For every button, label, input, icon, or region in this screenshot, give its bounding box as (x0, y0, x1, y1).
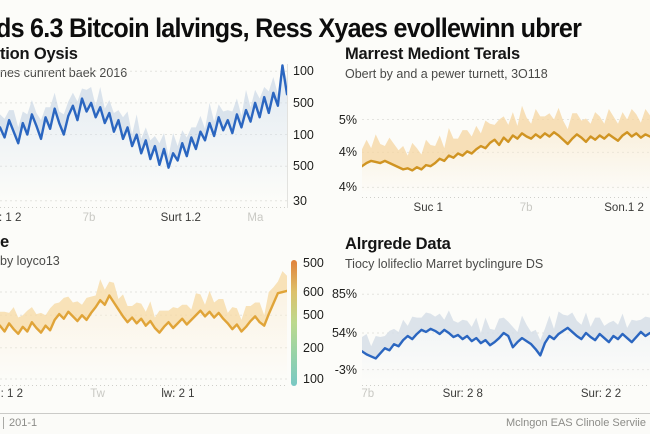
x-tick-label: Ma (247, 212, 264, 224)
x-tick-label: Sur: 2 2 (580, 388, 622, 400)
y-tick-label: 500 (303, 256, 324, 271)
panel-top-left: tion Oysis nes cunrent baek 2016 100 500 1… (0, 40, 330, 232)
x-tick-label: Sur: 2 8 (442, 388, 483, 400)
y-tick-label: 4% (338, 145, 357, 160)
y-axis-labels: 5% 4% 4% (330, 92, 357, 198)
x-tick-label: 7b (361, 388, 375, 400)
y-tick-label: 500 (303, 308, 324, 323)
x-axis-labels: t: 1 2 7b Surt 1.2 Ma (0, 212, 287, 226)
x-tick-label: Son.1 2 (604, 202, 644, 214)
chart-subtitle: Tiocy lolifeclio Marret byclingure DS (345, 257, 544, 271)
panel-top-right: Marrest Mediont Terals Obert by and a pe… (330, 40, 650, 232)
y-tick-label: 500 (293, 95, 314, 110)
y-tick-label: 100 (293, 64, 314, 79)
y-tick-label: -3% (334, 362, 357, 377)
y-tick-label: 30 (293, 193, 307, 208)
x-tick-label: Suc 1 (413, 202, 443, 214)
panel-bottom-left: e by loyco13 500 600 500 200 100 u: 1 2 Tw lw:… (0, 232, 330, 413)
y-axis-labels: 85% 54% -3% (330, 284, 357, 386)
chart-title: Marrest Mediont Terals (345, 45, 521, 63)
footer-year: 201-1 (3, 417, 37, 429)
color-scale-bar (291, 260, 297, 386)
x-tick-label: Surt 1.2 (160, 212, 201, 224)
y-tick-label: 200 (303, 340, 324, 355)
chart-subtitle: Obert by and a pewer turnett, 3O118 (345, 67, 548, 81)
footer: 201-1 Mclngon EAS Clinole Serviie (0, 413, 650, 434)
y-tick-label: 100 (303, 372, 324, 387)
chart-title: tion Oysis (0, 45, 78, 63)
y-tick-label: 500 (293, 159, 314, 174)
y-tick-label: 4% (338, 180, 357, 195)
chart-subtitle: nes cunrent baek 2016 (0, 66, 128, 80)
line-chart (0, 64, 288, 208)
line-chart (362, 92, 650, 198)
x-tick-label: t: 1 2 (0, 212, 22, 224)
panel-bottom-right: Alrgrede Data Tiocy lolifeclio Marret by… (330, 232, 650, 413)
x-axis-labels: 7b Sur: 2 8 Sur: 2 2 (361, 388, 650, 402)
chart-subtitle: by loyco13 (0, 254, 60, 268)
line-chart (362, 284, 650, 386)
y-tick-label: 54% (331, 325, 357, 340)
x-tick-label: Tw (90, 388, 105, 400)
x-axis-labels: u: 1 2 Tw lw: 2 1 (0, 388, 287, 402)
line-chart (0, 270, 287, 386)
chart-title: Alrgrede Data (345, 235, 451, 253)
y-tick-label: 85% (331, 287, 357, 302)
y-axis-labels: 500 600 500 200 100 (303, 256, 333, 387)
main-title: ds 6.3 Bitcoin lalvings, Ress Xyaes evol… (0, 13, 582, 44)
y-tick-label: 100 (293, 127, 314, 142)
footer-source: Mclngon EAS Clinole Serviie (505, 417, 646, 429)
x-tick-label: u: 1 2 (0, 388, 23, 400)
x-tick-label: 7b (82, 212, 96, 224)
y-tick-label: 5% (338, 112, 357, 127)
y-tick-label: 600 (303, 285, 324, 300)
y-axis-labels: 100 500 100 500 30 (293, 64, 327, 208)
chart-title: e (0, 233, 9, 251)
x-tick-label: 7b (519, 202, 533, 214)
x-axis-labels: Suc 1 7b Son.1 2 (362, 202, 650, 216)
x-tick-label: lw: 2 1 (161, 388, 195, 400)
